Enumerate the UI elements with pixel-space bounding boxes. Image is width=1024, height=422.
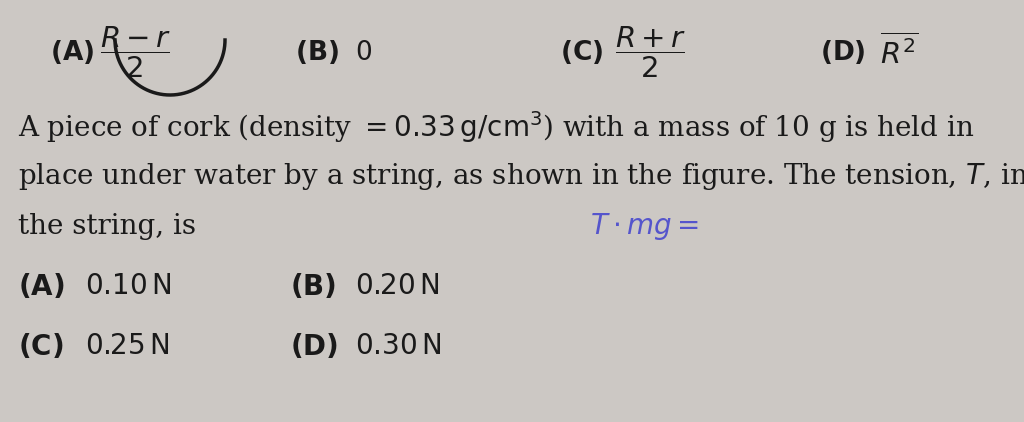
Text: $T \cdot mg =$: $T \cdot mg =$: [590, 211, 699, 243]
Text: the string, is: the string, is: [18, 214, 196, 241]
Text: $0.30\,\mathrm{N}$: $0.30\,\mathrm{N}$: [355, 333, 441, 360]
Text: $0.25\,\mathrm{N}$: $0.25\,\mathrm{N}$: [85, 333, 170, 360]
Text: $0.20\,\mathrm{N}$: $0.20\,\mathrm{N}$: [355, 273, 439, 300]
Text: $\mathbf{(C)}$: $\mathbf{(C)}$: [560, 38, 603, 66]
Text: $\mathbf{(B)}$: $\mathbf{(B)}$: [290, 273, 336, 301]
Text: $\mathbf{(B)}$: $\mathbf{(B)}$: [295, 38, 339, 66]
Text: $\overline{R^2}$: $\overline{R^2}$: [880, 34, 918, 70]
Text: $\mathbf{(A)}$: $\mathbf{(A)}$: [50, 38, 94, 66]
Text: $\mathbf{(A)}$: $\mathbf{(A)}$: [18, 273, 65, 301]
Text: $\dfrac{R-r}{2}$: $\dfrac{R-r}{2}$: [100, 24, 171, 80]
Text: $\mathbf{(D)}$: $\mathbf{(D)}$: [820, 38, 865, 66]
Text: $0$: $0$: [355, 40, 372, 65]
Text: A piece of cork (density $=0.33\,\mathrm{g/cm^3}$) with a mass of 10 g is held i: A piece of cork (density $=0.33\,\mathrm…: [18, 109, 974, 145]
Text: place under water by a string, as shown in the figure. The tension, $T$, in: place under water by a string, as shown …: [18, 162, 1024, 192]
Text: $\mathbf{(C)}$: $\mathbf{(C)}$: [18, 333, 63, 362]
Text: $\dfrac{R+r}{2}$: $\dfrac{R+r}{2}$: [615, 24, 686, 80]
Text: $\mathbf{(D)}$: $\mathbf{(D)}$: [290, 333, 338, 362]
Text: $0.10\,\mathrm{N}$: $0.10\,\mathrm{N}$: [85, 273, 171, 300]
